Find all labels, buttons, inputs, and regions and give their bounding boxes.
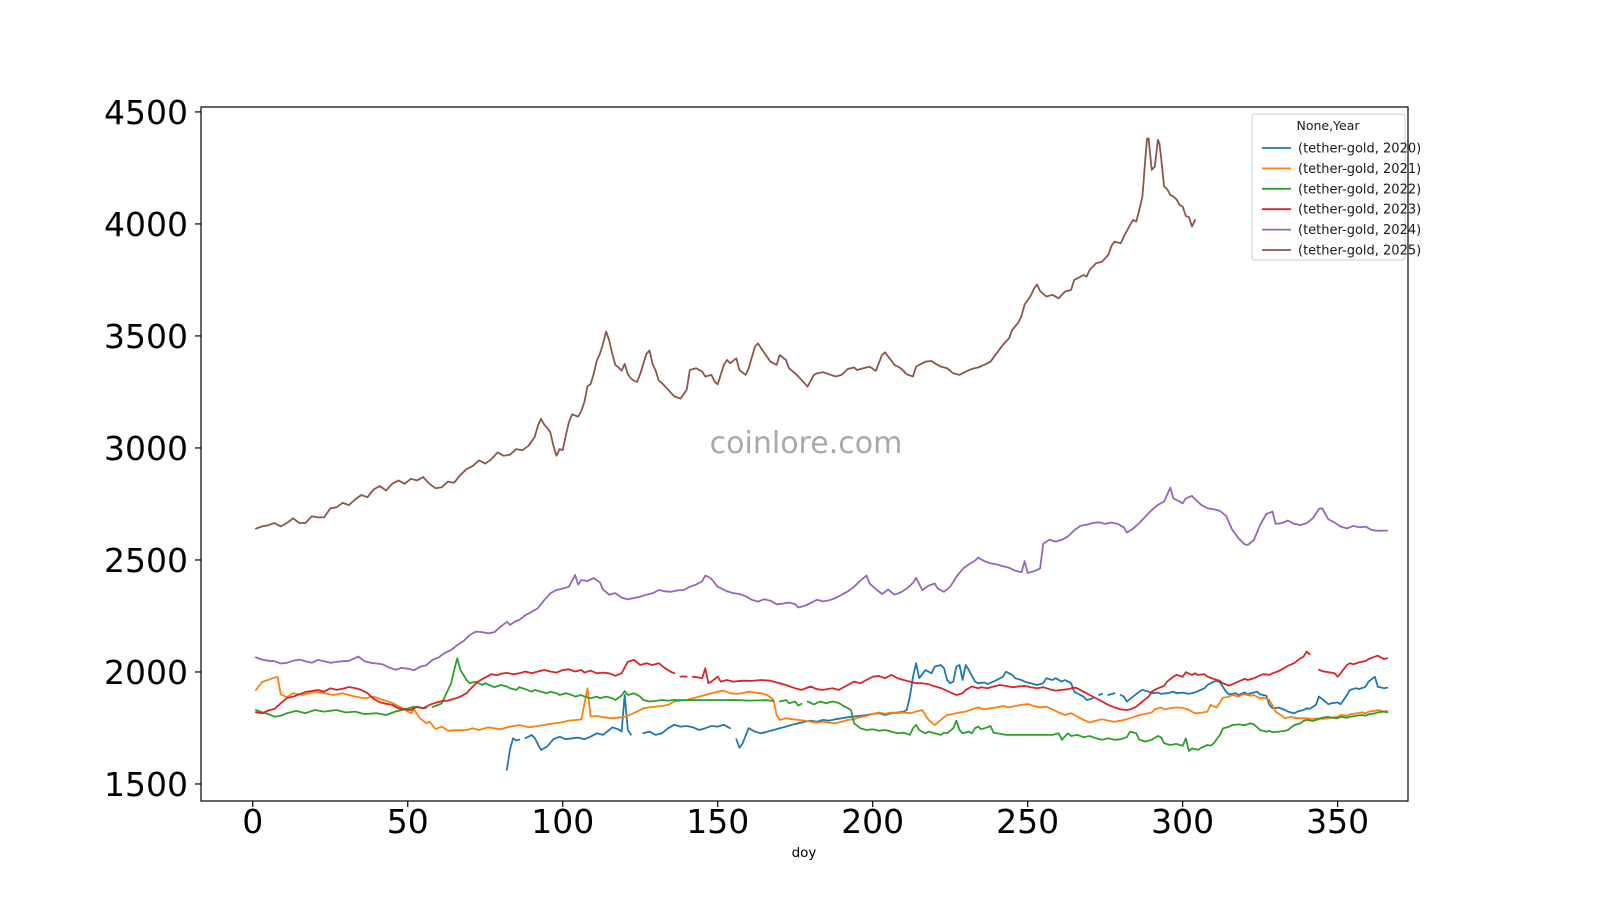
series-line-2020 [506, 662, 1389, 771]
plot-area [200, 106, 1409, 802]
series-lines [255, 137, 1389, 771]
y-tick-label: 2500 [104, 541, 188, 580]
series-line-2022 [255, 657, 1389, 752]
x-tick-label: 50 [387, 802, 429, 841]
legend-items: (tether-gold, 2020) (tether-gold, 2021) (t… [1262, 142, 1421, 259]
legend-label-2024: (tether-gold, 2024) [1298, 223, 1421, 238]
legend: None,Year (tether-gold, 2020)(tether-gol… [1251, 113, 1421, 261]
legend-label-2025: (tether-gold, 2025) [1298, 244, 1421, 259]
x-axis-label: doy [792, 845, 817, 861]
legend-label-2023: (tether-gold, 2023) [1298, 203, 1421, 218]
x-tick-label: 350 [1306, 802, 1369, 841]
y-axis: 1500 2000 2500 3000 3500 4000 4500 [104, 93, 201, 804]
y-tick-label: 1500 [104, 765, 188, 804]
y-tick-label: 3000 [104, 429, 188, 468]
y-tick-label: 3500 [104, 317, 188, 356]
series-line-2021 [255, 676, 1389, 732]
y-tick-label: 4000 [104, 205, 188, 244]
x-tick-label: 0 [242, 802, 263, 841]
x-tick-label: 150 [686, 802, 749, 841]
watermark: coinlore.com [710, 426, 903, 461]
x-tick-label: 250 [996, 802, 1059, 841]
series-line-2024 [255, 486, 1389, 672]
plot-border [200, 106, 1409, 802]
series-line-2023 [255, 650, 1389, 715]
legend-title: None,Year [1296, 118, 1360, 133]
legend-label-2020: (tether-gold, 2020) [1298, 142, 1421, 157]
legend-box [1251, 113, 1406, 261]
series-line-2025 [255, 137, 1196, 530]
x-tick-label: 100 [531, 802, 594, 841]
x-tick-label: 200 [841, 802, 904, 841]
x-axis: 0 50 100 150 200 250 300 350 [242, 801, 1369, 841]
legend-label-2022: (tether-gold, 2022) [1298, 182, 1421, 197]
legend-label-2021: (tether-gold, 2021) [1298, 162, 1421, 177]
y-tick-label: 4500 [104, 93, 188, 132]
x-tick-label: 300 [1151, 802, 1214, 841]
y-tick-label: 2000 [104, 653, 188, 692]
